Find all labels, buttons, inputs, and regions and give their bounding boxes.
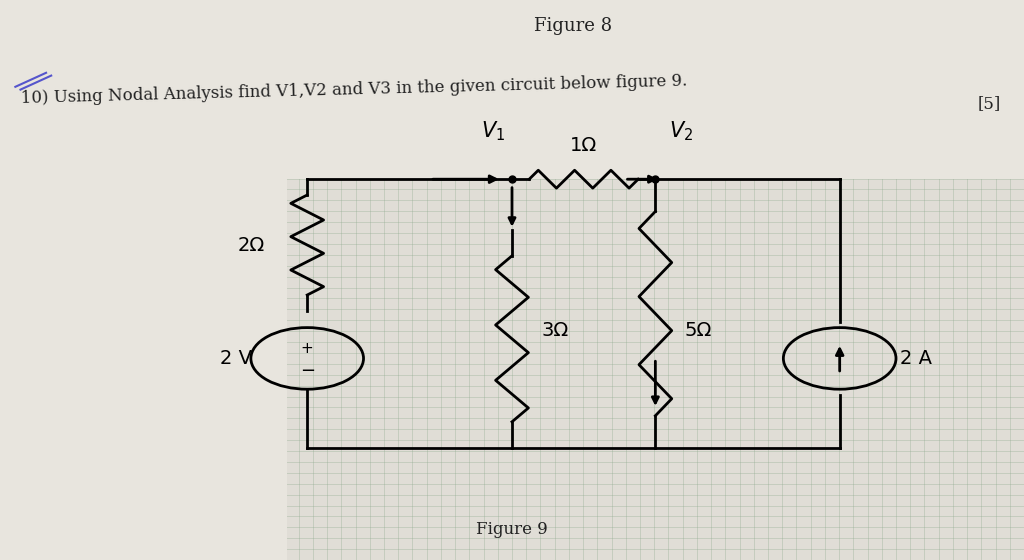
Text: −: −	[300, 362, 314, 380]
Text: Figure 9: Figure 9	[476, 521, 548, 538]
Text: 3Ω: 3Ω	[542, 321, 568, 340]
Text: $V_1$: $V_1$	[481, 120, 506, 143]
Text: Figure 8: Figure 8	[535, 17, 612, 35]
Text: $V_2$: $V_2$	[669, 120, 693, 143]
Text: 10) Using Nodal Analysis find V1,V2 and V3 in the given circuit below figure 9.: 10) Using Nodal Analysis find V1,V2 and …	[20, 73, 687, 108]
Text: 5Ω: 5Ω	[685, 321, 712, 340]
Text: [5]: [5]	[978, 95, 1001, 112]
Text: 2 A: 2 A	[900, 349, 933, 368]
Text: 2Ω: 2Ω	[238, 236, 264, 254]
Text: +: +	[301, 341, 313, 356]
Text: 1Ω: 1Ω	[570, 136, 597, 155]
Text: 2 V: 2 V	[219, 349, 252, 368]
FancyBboxPatch shape	[0, 0, 1024, 179]
FancyBboxPatch shape	[0, 0, 287, 560]
